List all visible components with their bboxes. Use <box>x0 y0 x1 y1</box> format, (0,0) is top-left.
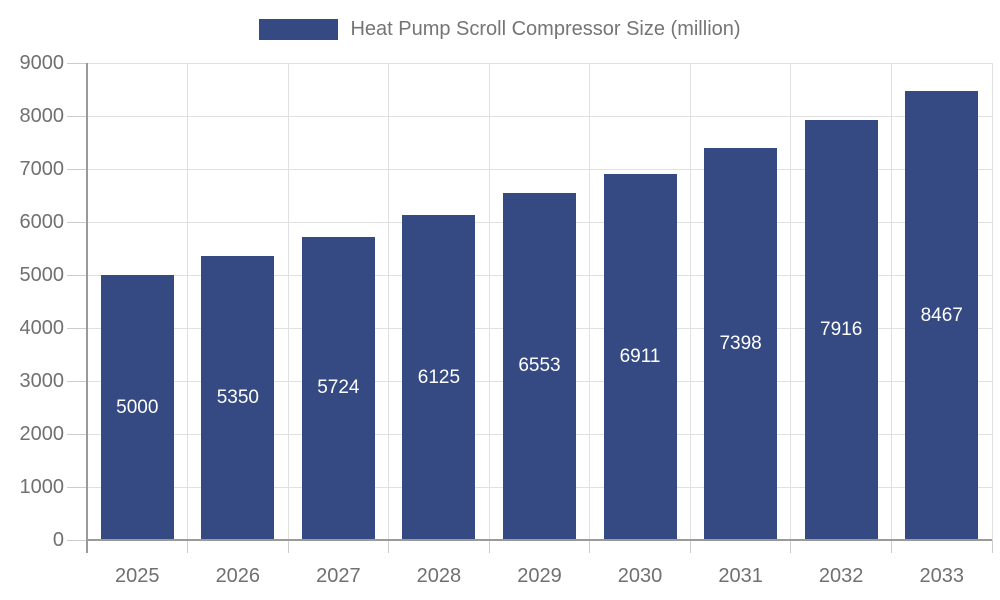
y-axis-line <box>86 63 88 553</box>
bar-value-label: 6911 <box>619 345 661 367</box>
x-tick <box>991 540 993 553</box>
bar: 5350 <box>201 256 275 540</box>
bar: 6553 <box>503 192 576 540</box>
bar: 8467 <box>905 91 979 540</box>
bar-value-label: 5724 <box>317 377 360 399</box>
y-tick-label: 4000 <box>19 317 65 339</box>
x-tick-label: 2030 <box>617 565 663 587</box>
y-tick <box>67 115 87 117</box>
y-tick-label: 6000 <box>19 211 65 233</box>
bar-value-label: 6125 <box>417 366 461 388</box>
x-tick-label: 2028 <box>416 565 462 587</box>
y-tick-label: 0 <box>52 529 64 551</box>
y-tick <box>67 168 87 170</box>
x-tick-label: 2027 <box>316 565 361 587</box>
y-tick-label: 2000 <box>19 423 65 445</box>
x-tick <box>890 540 892 553</box>
h-gridline <box>87 115 992 117</box>
x-tick <box>187 540 189 553</box>
x-tick <box>589 540 591 553</box>
v-gridline <box>187 63 189 540</box>
y-tick-label: 7000 <box>19 158 65 180</box>
h-gridline <box>87 62 992 64</box>
legend-label: Heat Pump Scroll Compressor Size (millio… <box>350 18 741 40</box>
x-tick <box>689 540 691 553</box>
v-gridline <box>790 63 792 540</box>
legend[interactable]: Heat Pump Scroll Compressor Size (millio… <box>0 19 1000 40</box>
y-tick <box>67 380 87 382</box>
y-tick <box>67 274 87 276</box>
bar-value-label: 8467 <box>920 304 963 326</box>
bar: 5724 <box>301 236 375 540</box>
v-gridline <box>287 63 289 540</box>
x-tick-label: 2026 <box>215 565 261 587</box>
bar: 7398 <box>704 147 778 540</box>
y-tick-label: 1000 <box>19 476 65 498</box>
y-tick <box>67 539 87 541</box>
y-tick <box>67 221 87 223</box>
y-tick-label: 9000 <box>19 52 65 74</box>
x-tick-label: 2025 <box>115 565 160 587</box>
v-gridline <box>589 63 591 540</box>
x-tick-label: 2031 <box>718 565 763 587</box>
v-gridline <box>488 63 490 540</box>
x-tick-label: 2032 <box>818 565 864 587</box>
y-tick <box>67 486 87 488</box>
h-gridline <box>87 168 992 170</box>
v-gridline <box>890 63 892 540</box>
bar: 6125 <box>402 215 476 540</box>
legend-swatch-icon <box>259 19 339 40</box>
bar-value-label: 7398 <box>719 332 762 354</box>
bar-value-label: 6553 <box>518 355 561 377</box>
bar-value-label: 5350 <box>216 387 259 409</box>
bar-value-label: 5000 <box>116 396 159 418</box>
bar: 5000 <box>100 275 174 540</box>
y-tick <box>67 433 87 435</box>
x-tick <box>790 540 792 553</box>
v-gridline <box>991 63 993 540</box>
x-tick-label: 2029 <box>517 565 562 587</box>
y-tick-label: 5000 <box>19 264 65 286</box>
x-tick <box>388 540 390 553</box>
x-axis-line <box>87 539 992 541</box>
x-tick-label: 2033 <box>919 565 964 587</box>
y-tick-label: 8000 <box>19 105 65 127</box>
bar-value-label: 7916 <box>820 319 863 341</box>
v-gridline <box>689 63 691 540</box>
bar: 7916 <box>804 120 878 540</box>
y-tick <box>67 62 87 64</box>
y-tick-label: 3000 <box>19 370 65 392</box>
y-tick <box>67 327 87 329</box>
x-tick <box>287 540 289 553</box>
bar: 6911 <box>603 173 677 540</box>
x-tick <box>488 540 490 553</box>
v-gridline <box>388 63 390 540</box>
